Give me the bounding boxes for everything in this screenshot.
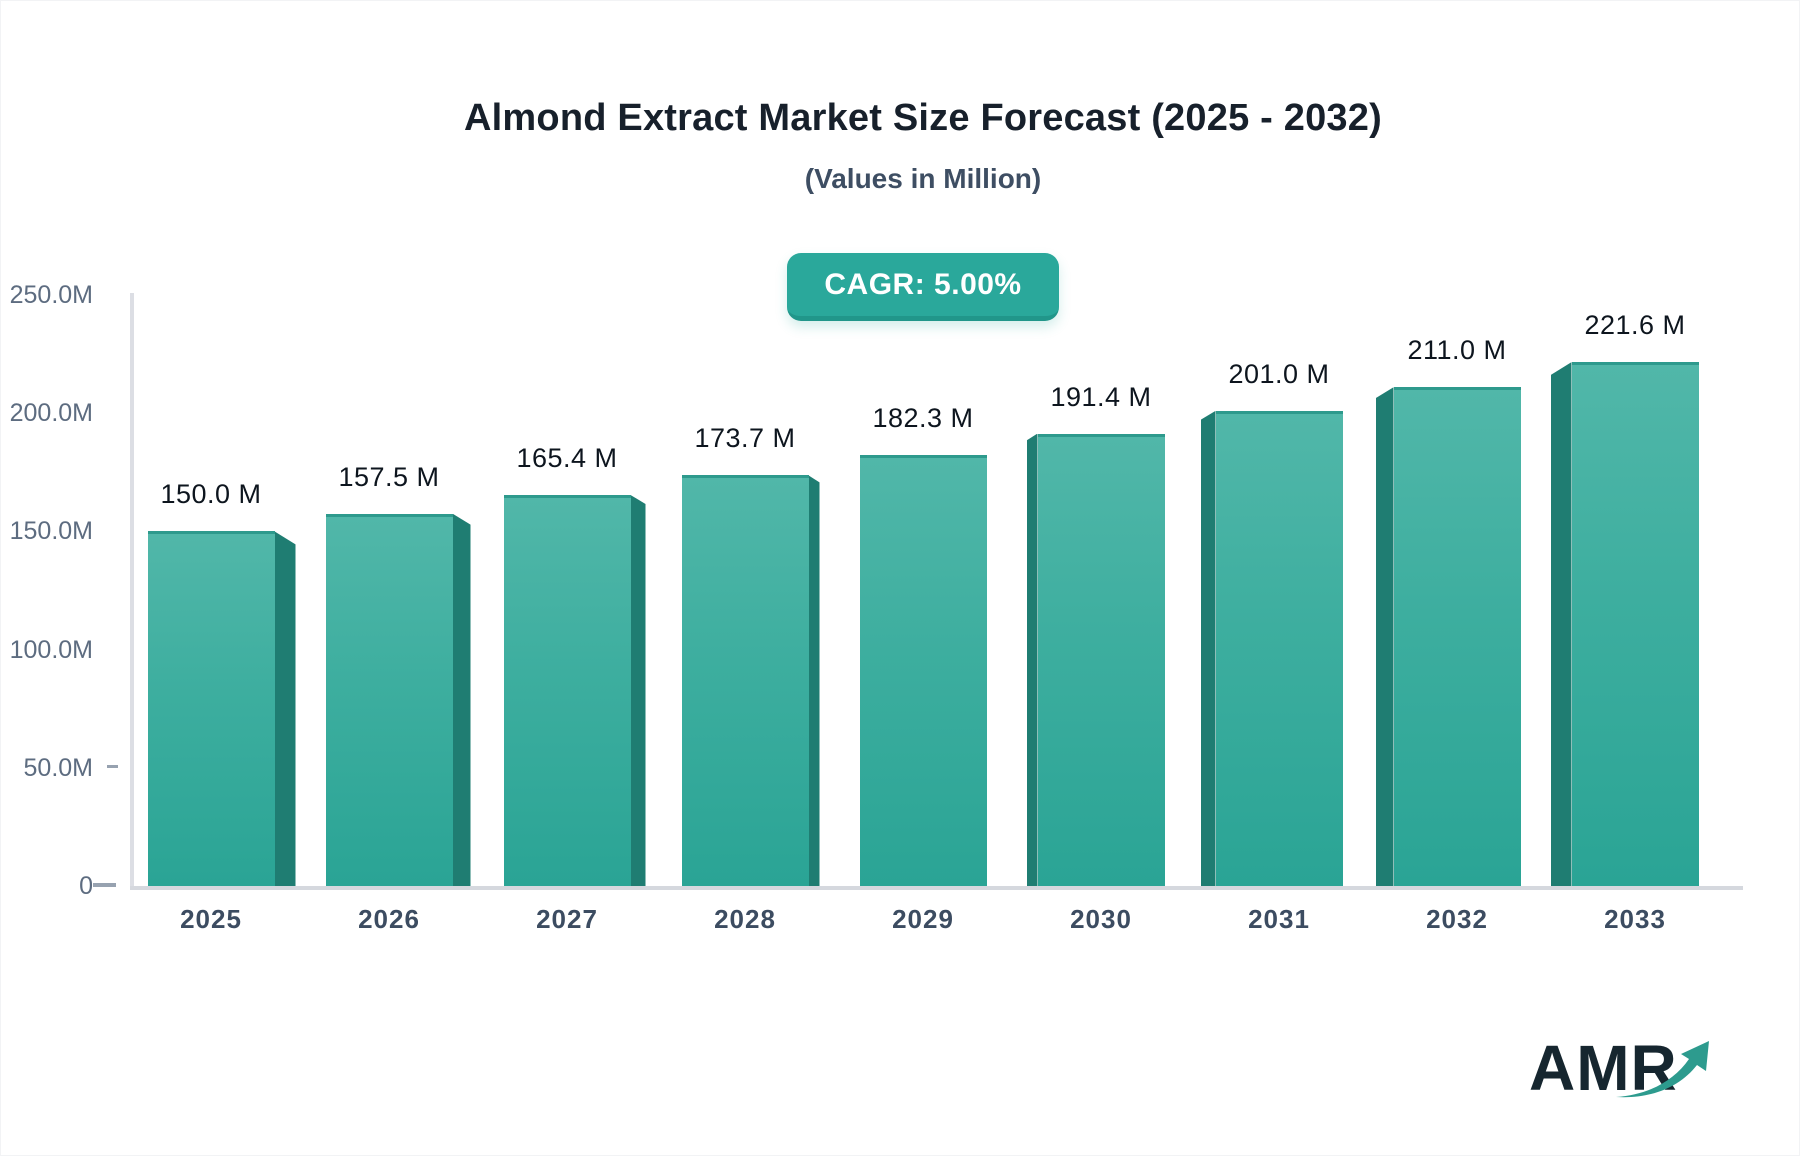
bar-value-label: 150.0 M — [160, 479, 262, 510]
bar-2033 — [1571, 362, 1699, 886]
y-axis-label: 250.0M — [9, 281, 93, 309]
bar-value-label: 157.5 M — [338, 461, 440, 492]
cagr-badge: CAGR: 5.00% — [787, 253, 1059, 321]
bar-value-label: 201.0 M — [1228, 358, 1330, 389]
x-axis-label-2032: 2032 — [1426, 904, 1488, 934]
bar-2026 — [325, 513, 453, 886]
bar-side-3d — [630, 494, 646, 886]
x-axis-label-2031: 2031 — [1248, 904, 1310, 934]
x-axis-label-2025: 2025 — [180, 904, 242, 934]
bar-2025 — [147, 531, 275, 886]
y-axis-label: 150.0M — [9, 517, 93, 546]
bar-2028 — [681, 475, 809, 886]
bar-value-label: 182.3 M — [872, 403, 974, 434]
y-tick-mark-50m — [107, 765, 118, 768]
x-axis-label-2033: 2033 — [1604, 904, 1666, 934]
y-axis-label: 0 — [79, 872, 93, 900]
page-title: Almond Extract Market Size Forecast (202… — [464, 97, 1382, 139]
bar-2027 — [503, 494, 631, 886]
bar-2030 — [1037, 433, 1165, 886]
x-axis-label-2029: 2029 — [892, 904, 954, 934]
bar-side-3d — [1026, 433, 1038, 886]
bar-side-3d — [808, 475, 820, 886]
y-axis-label: 50.0M — [23, 753, 93, 782]
bar-value-label: 165.4 M — [516, 442, 618, 473]
y-axis-label: 100.0M — [9, 635, 93, 664]
x-axis-label-2027: 2027 — [536, 904, 598, 934]
x-axis-label-2030: 2030 — [1070, 904, 1132, 934]
y-axis-line — [130, 293, 134, 890]
cagr-badge-label: CAGR: 5.00% — [824, 267, 1022, 301]
page-subtitle: (Values in Million) — [804, 163, 1042, 194]
bar-side-3d — [1375, 387, 1394, 886]
bar-2031 — [1215, 410, 1343, 886]
bar-2032 — [1393, 387, 1521, 886]
bar-side-3d — [452, 513, 471, 886]
bar-side-3d — [274, 531, 296, 886]
bar-side-3d — [1550, 362, 1572, 886]
x-axis-label-2028: 2028 — [714, 904, 776, 934]
growth-arrow-icon — [1616, 1041, 1709, 1098]
x-axis-line — [130, 886, 1743, 890]
bar-side-3d — [1200, 410, 1216, 886]
bar-value-label: 173.7 M — [694, 423, 796, 454]
bar-value-label: 221.6 M — [1584, 310, 1686, 341]
y-axis-label: 200.0M — [9, 399, 93, 428]
bar-value-label: 211.0 M — [1407, 335, 1507, 366]
amr-logo: AMR — [1529, 1031, 1729, 1121]
bar-2029 — [859, 455, 987, 886]
y-tick-mark-0 — [93, 883, 116, 887]
bar-value-label: 191.4 M — [1050, 381, 1152, 412]
x-axis-label-2026: 2026 — [358, 904, 420, 934]
